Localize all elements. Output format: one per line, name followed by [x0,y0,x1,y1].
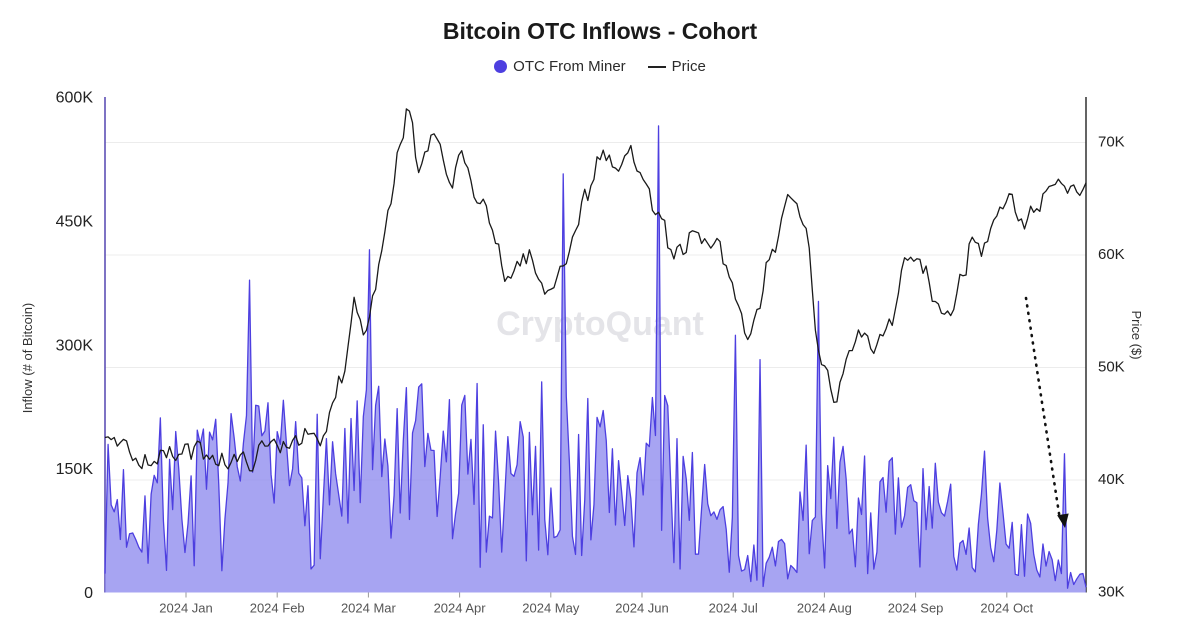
svg-text:2024 Jun: 2024 Jun [615,601,669,616]
svg-text:2024 Aug: 2024 Aug [797,601,852,616]
svg-text:60K: 60K [1098,246,1125,263]
svg-text:2024 May: 2024 May [522,601,580,616]
svg-text:2024 Mar: 2024 Mar [341,601,397,616]
svg-text:70K: 70K [1098,134,1125,151]
svg-text:150K: 150K [56,461,94,478]
svg-text:40K: 40K [1098,471,1125,488]
svg-text:50K: 50K [1098,359,1125,376]
svg-text:2024 Oct: 2024 Oct [980,601,1033,616]
svg-text:450K: 450K [56,213,94,230]
svg-text:300K: 300K [56,337,94,354]
svg-text:2024 Jan: 2024 Jan [159,601,213,616]
svg-text:2024 Apr: 2024 Apr [434,601,487,616]
svg-text:30K: 30K [1098,584,1125,601]
svg-text:2024 Jul: 2024 Jul [709,601,758,616]
svg-text:2024 Sep: 2024 Sep [888,601,944,616]
svg-text:2024 Feb: 2024 Feb [250,601,305,616]
svg-text:600K: 600K [56,90,94,107]
svg-text:0: 0 [84,585,93,602]
